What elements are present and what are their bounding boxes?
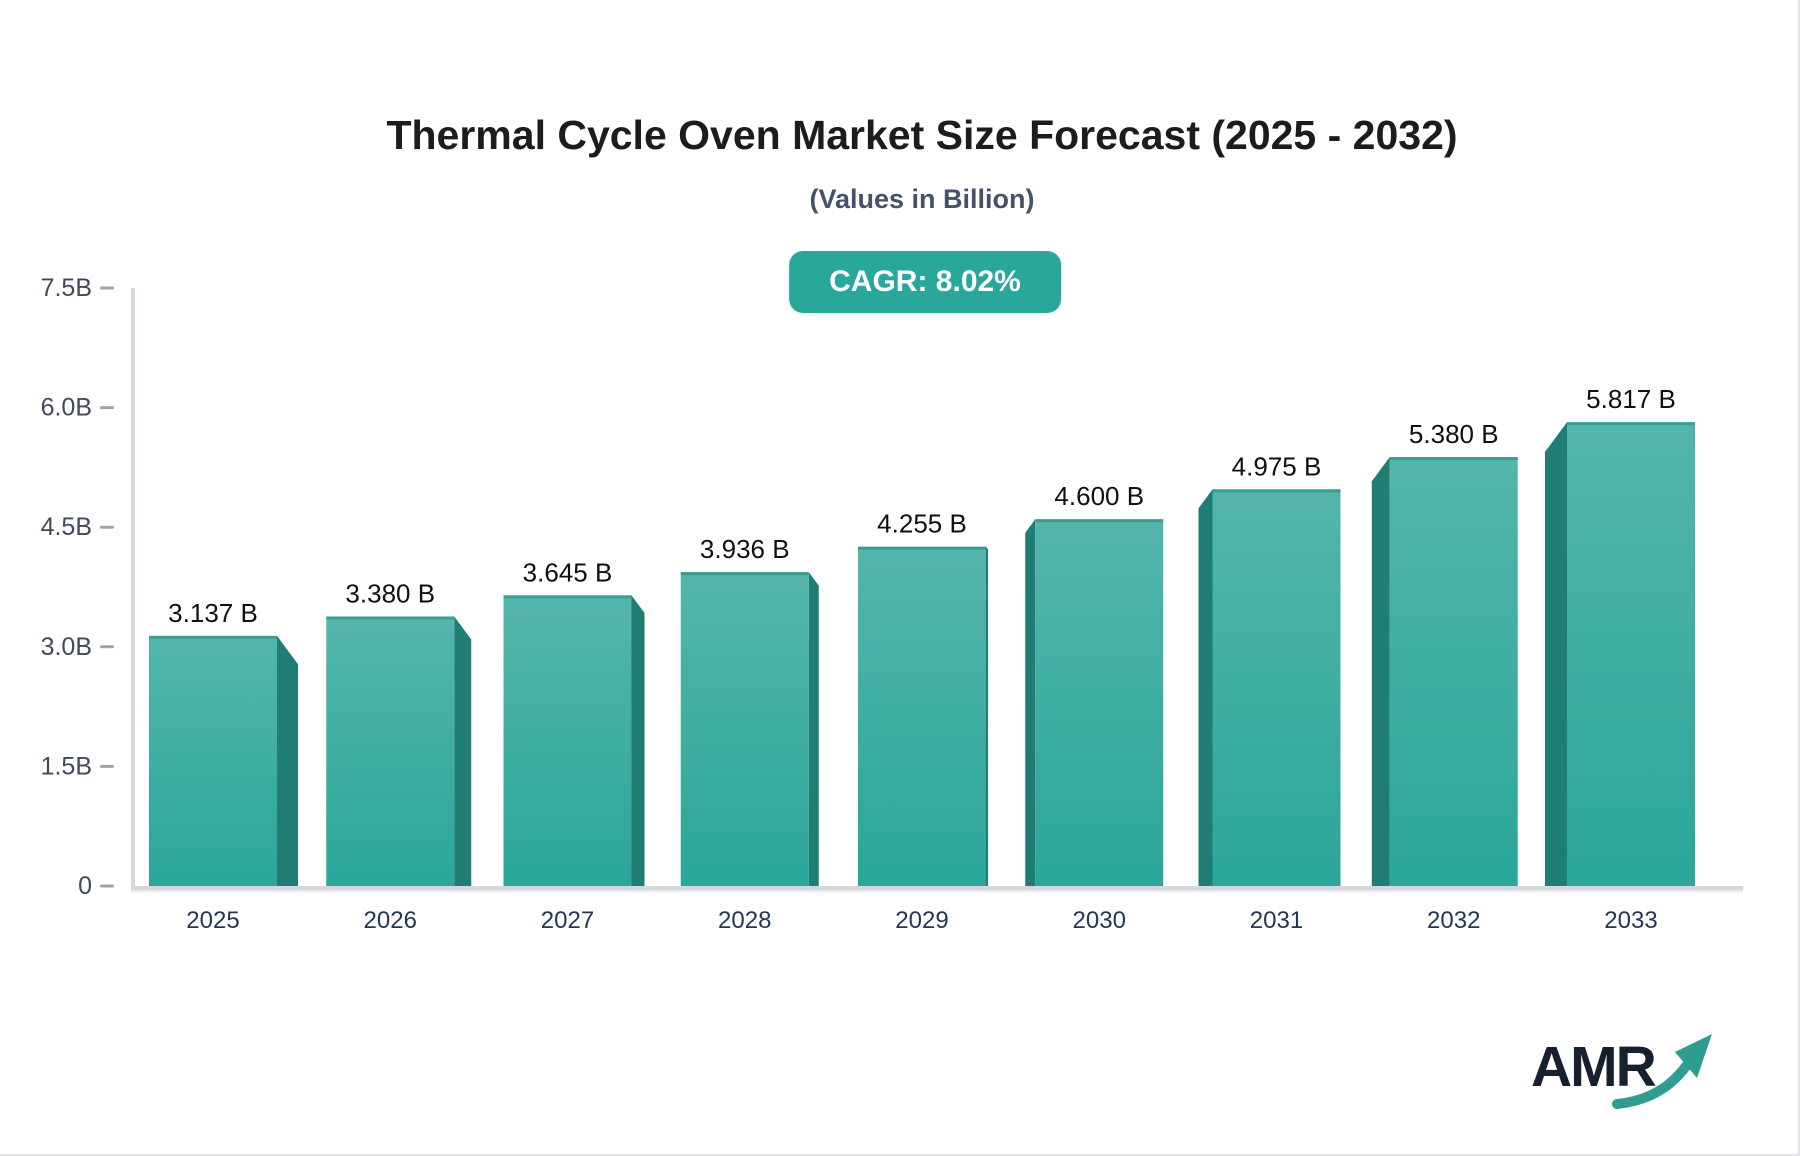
y-axis-tick-label: 3.0B (41, 633, 92, 661)
bar-2031 (1212, 489, 1341, 889)
bar-2033 (1567, 422, 1695, 889)
bar-value-label-2031: 4.975 B (1232, 451, 1322, 481)
chart-subtitle: (Values in Billion) (809, 184, 1035, 214)
bar-2025 (149, 635, 277, 889)
y-axis-tick-mark (100, 764, 114, 768)
bar-top-edge-2029 (858, 546, 986, 550)
bar-side-face-2028 (808, 572, 819, 888)
bar-top-edge-2026 (326, 616, 455, 620)
growth-arrow-icon (1612, 1034, 1712, 1109)
bar-side-face-2026 (454, 616, 472, 888)
bar-group-2032: 5.380 B 2032 (1371, 419, 1518, 934)
bar-side-face-2030 (1025, 519, 1036, 888)
y-axis-line (131, 288, 135, 889)
bar-top-edge-2028 (680, 572, 809, 576)
bar-side-face-2027 (631, 595, 645, 888)
y-axis-tick-label: 7.5B (41, 274, 92, 302)
bar-top-edge-2031 (1212, 489, 1341, 493)
y-axis-tick-mark (100, 884, 114, 888)
y-axis-tick-mark (100, 525, 114, 529)
y-axis-tick-label: 1.5B (41, 752, 92, 780)
y-axis-tick-mark (100, 645, 114, 649)
amr-logo: AMR (1531, 1034, 1721, 1124)
bar-value-label-2025: 3.137 B (168, 598, 258, 628)
x-axis-label-2028: 2028 (718, 907, 771, 934)
bar-side-face-2025 (277, 635, 298, 888)
bar-2028 (680, 572, 809, 889)
cagr-badge: CAGR: 8.02% (789, 251, 1061, 313)
bar-value-label-2030: 4.600 B (1054, 481, 1144, 511)
x-axis-label-2032: 2032 (1427, 907, 1480, 934)
bar-group-2026: 3.380 B 2026 (326, 579, 472, 934)
bar-top-edge-2033 (1567, 422, 1695, 426)
x-axis-label-2030: 2030 (1073, 907, 1126, 934)
bar-value-label-2026: 3.380 B (345, 579, 435, 609)
x-axis-label-2027: 2027 (541, 907, 594, 934)
bar-group-2027: 3.645 B 2027 (503, 557, 645, 934)
x-axis-line (131, 886, 1743, 891)
bar-value-label-2029: 4.255 B (877, 509, 967, 539)
x-axis-label-2029: 2029 (895, 907, 948, 934)
y-axis-tick-mark (100, 406, 114, 410)
bar-2026 (326, 616, 455, 889)
y-axis-tick-label: 6.0B (41, 394, 92, 422)
bar-value-label-2032: 5.380 B (1409, 419, 1499, 449)
y-axis-tick-mark (100, 286, 114, 290)
y-axis-tick-label: 0 (78, 872, 92, 900)
bar-2030 (1035, 519, 1164, 889)
bar-group-2031: 4.975 B 2031 (1198, 451, 1341, 934)
bar-group-2033: 5.817 B 2033 (1545, 384, 1695, 934)
amr-logo-text: AMR (1531, 1035, 1657, 1099)
x-axis-label-2033: 2033 (1604, 907, 1657, 934)
bar-side-face-2029 (986, 546, 988, 888)
x-axis-label-2026: 2026 (364, 907, 417, 934)
bar-group-2029: 4.255 B 2029 (858, 509, 988, 934)
bar-2032 (1389, 457, 1518, 889)
bar-value-label-2028: 3.936 B (700, 534, 790, 564)
x-axis-label-2025: 2025 (186, 907, 239, 934)
bar-side-face-2031 (1198, 489, 1213, 888)
bar-side-face-2032 (1371, 457, 1390, 888)
bar-top-edge-2030 (1035, 519, 1164, 523)
chart-title: Thermal Cycle Oven Market Size Forecast … (386, 112, 1458, 158)
bar-top-edge-2027 (503, 595, 632, 599)
bar-value-label-2027: 3.645 B (523, 557, 613, 587)
y-axis-tick-label: 4.5B (41, 513, 92, 541)
bar-top-edge-2032 (1389, 457, 1518, 461)
bar-top-edge-2025 (149, 635, 277, 639)
bar-2027 (503, 595, 632, 889)
bar-2029 (858, 546, 986, 889)
bar-side-face-2033 (1545, 422, 1567, 888)
x-axis-line-shadow (131, 890, 1743, 893)
bar-group-2028: 3.936 B 2028 (680, 534, 819, 934)
bar-value-label-2033: 5.817 B (1586, 384, 1676, 414)
bar-group-2030: 4.600 B 2030 (1025, 481, 1164, 934)
x-axis-label-2031: 2031 (1250, 907, 1303, 934)
bar-group-2025: 3.137 B 2025 (149, 598, 298, 934)
